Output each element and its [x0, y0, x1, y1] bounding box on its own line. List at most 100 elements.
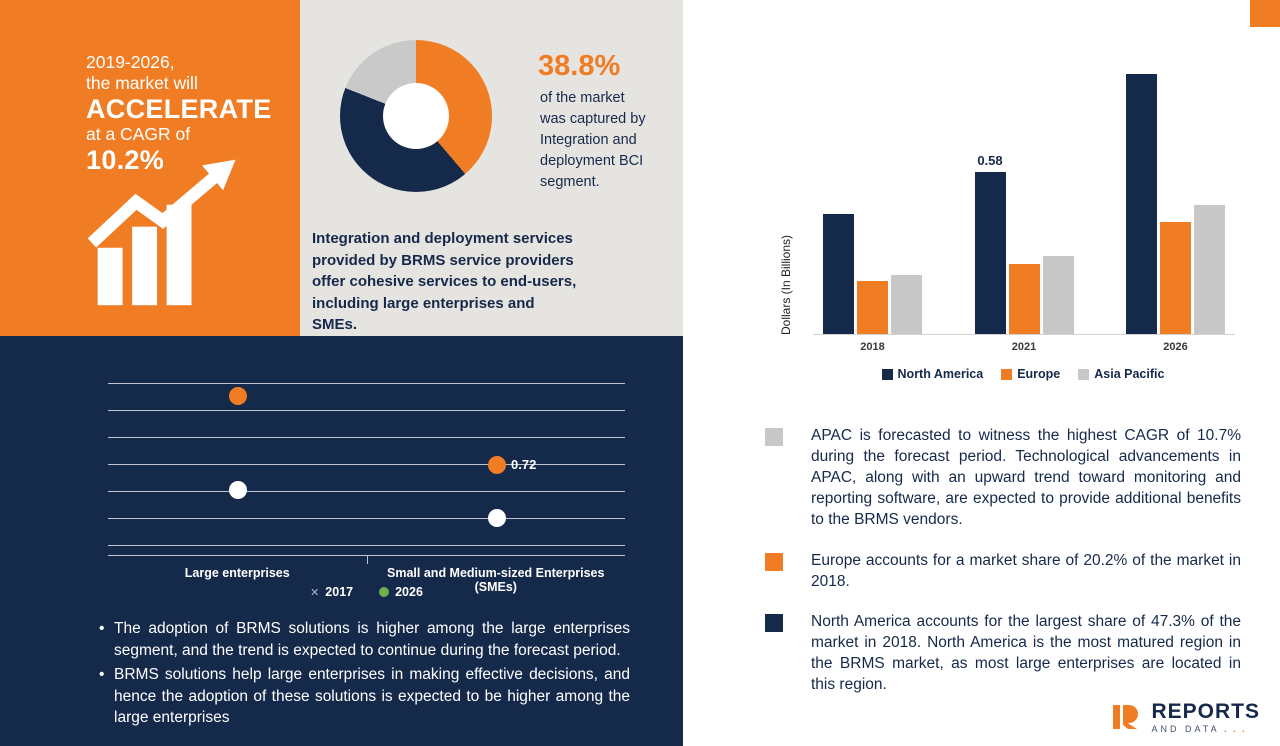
note-europe-text: Europe accounts for a market share of 20…: [811, 552, 1241, 590]
headline-line2: the market will: [86, 73, 198, 93]
headline-text: 2019-2026, the market will ACCELERATE at…: [86, 52, 272, 175]
gridline: [108, 545, 625, 546]
bar-asia-pacific-2026: [1194, 205, 1225, 334]
bar-slot: [1126, 74, 1157, 334]
bar-slot: [823, 214, 854, 334]
headline-panel: 2019-2026, the market will ACCELERATE at…: [0, 0, 300, 336]
bar-slot: 0.58: [974, 153, 1006, 334]
note-europe: Europe accounts for a market share of 20…: [765, 550, 1241, 592]
bar-north-america-2026: [1126, 74, 1157, 334]
dot-marker-icon: [379, 587, 390, 597]
bar-north-america-2018: [823, 214, 854, 334]
note-apac: APAC is forecasted to witness the highes…: [765, 425, 1241, 530]
reports-and-data-logo: REPORTS AND DATA . . .: [1111, 701, 1260, 734]
enterprise-panel: 0.72 Large enterprises Small and Medium-…: [0, 336, 683, 746]
xtick-2021: 2021: [1011, 341, 1037, 353]
bar-value-label: 0.58: [977, 153, 1003, 168]
regional-panel: Dollars (In Billions) 0.58 2018 2021 2026 …: [683, 0, 1280, 746]
legend-item-2017: ✕ 2017: [310, 585, 353, 599]
bar-legend: North America Europe Asia Pacific: [803, 367, 1243, 381]
bar-xticks: 2018 2021 2026: [813, 341, 1235, 353]
logo-sub-text: AND DATA: [1151, 724, 1220, 734]
bar-asia-pacific-2018: [891, 275, 922, 334]
segment-stat-caption: of the market was captured by Integratio…: [540, 90, 646, 190]
headline-cagr-value: 10.2%: [86, 145, 165, 175]
bar-slot: [1008, 264, 1040, 334]
bar-group-2018: [823, 214, 922, 334]
bar-slot: [891, 275, 922, 334]
gridline: [108, 518, 625, 519]
gridline: [108, 437, 625, 438]
gridline: [108, 410, 625, 411]
bar-slot: [1194, 205, 1225, 334]
enterprise-bullet-2: BRMS solutions help large enterprises in…: [97, 664, 630, 729]
gridline: [108, 491, 625, 492]
dot-2017-small-and-medium-sized-enterprises-smes-: [488, 509, 506, 528]
logo-dots: . . .: [1219, 724, 1247, 734]
segment-description: Integration and deployment services prov…: [312, 230, 577, 333]
segment-panel: 38.8% of the market was captured by Inte…: [300, 0, 683, 336]
note-north-america: North America accounts for the largest s…: [765, 611, 1241, 695]
bar-chart-plot: 0.58: [813, 55, 1235, 335]
headline-line4: at a CAGR of: [86, 124, 191, 144]
logo-subtitle: AND DATA . . .: [1151, 724, 1260, 734]
gridline: [108, 464, 625, 465]
note-apac-text: APAC is forecasted to witness the highes…: [811, 427, 1241, 528]
note-north-america-text: North America accounts for the largest s…: [811, 613, 1241, 693]
headline-accelerate: ACCELERATE: [86, 94, 272, 124]
apac-swatch: [765, 428, 783, 446]
logo-text: REPORTS AND DATA . . .: [1151, 700, 1260, 735]
gridline: [108, 383, 625, 384]
corner-accent: [1250, 0, 1280, 27]
legend-item-europe: Europe: [1001, 367, 1060, 381]
bar-group-2026: [1126, 74, 1225, 334]
legend-swatch: [1001, 368, 1013, 380]
legend-swatch: [1078, 368, 1090, 380]
legend-item-north-america: North America: [881, 367, 984, 381]
xtick-2026: 2026: [1163, 341, 1188, 353]
bar-groups: 0.58: [813, 55, 1235, 334]
category-label-smes: Small and Medium-sized Enterprises (SMEs…: [387, 566, 605, 594]
bar-slot: [1042, 256, 1074, 334]
legend-label-2017: 2017: [325, 585, 354, 599]
x-marker-icon: ✕: [310, 586, 320, 599]
y-axis-label: Dollars (In Billions): [779, 234, 793, 335]
dot-plot-axis: [108, 555, 625, 565]
bar-slot: [857, 281, 888, 334]
dot-2017-large-enterprises: [229, 481, 247, 500]
legend-label: Asia Pacific: [1094, 367, 1165, 381]
legend-label: North America: [897, 367, 984, 381]
dot-2026-large-enterprises: [229, 387, 247, 406]
legend-item-2026: 2026: [379, 585, 423, 599]
europe-swatch: [765, 553, 783, 571]
bar-europe-2026: [1160, 222, 1191, 334]
segment-stat-value: 38.8%: [538, 50, 621, 82]
bar-europe-2018: [857, 281, 888, 334]
donut-chart: [340, 40, 492, 192]
legend-swatch: [881, 368, 893, 380]
legend-label: Europe: [1017, 367, 1061, 381]
category-label-large-enterprises: Large enterprises: [184, 566, 290, 580]
logo-icon: [1113, 705, 1139, 729]
north-america-swatch: [765, 614, 783, 632]
bar-slot: [1160, 222, 1191, 334]
legend-item-asia-pacific: Asia Pacific: [1078, 367, 1164, 381]
logo-name: REPORTS: [1151, 700, 1260, 723]
enterprise-bullet-1: The adoption of BRMS solutions is higher…: [97, 618, 630, 661]
dot-value-label: 0.72: [511, 456, 537, 472]
bar-group-2021: 0.58: [974, 153, 1074, 334]
dot-plot-legend: ✕ 2017 2026: [108, 585, 625, 599]
bar-europe-2021: [1008, 264, 1040, 334]
dot-plot-area: 0.72: [108, 383, 625, 546]
dot-plot-categories: Large enterprises Small and Medium-sized…: [108, 566, 625, 594]
bar-north-america-2021: [974, 172, 1006, 334]
bar-asia-pacific-2021: [1042, 256, 1074, 334]
axis-tick: [366, 556, 368, 564]
xtick-2018: 2018: [860, 341, 885, 353]
dot-2026-small-and-medium-sized-enterprises-smes-: [488, 455, 506, 474]
enterprise-bullets: The adoption of BRMS solutions is higher…: [97, 618, 630, 732]
legend-label-2026: 2026: [395, 585, 423, 599]
growth-arrow-icon: [87, 159, 236, 306]
headline-years: 2019-2026,: [86, 52, 175, 72]
